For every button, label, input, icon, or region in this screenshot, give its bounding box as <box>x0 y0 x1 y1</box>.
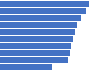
Bar <box>0 57 68 63</box>
Bar <box>0 8 86 14</box>
Bar <box>0 29 75 35</box>
Bar <box>0 36 73 42</box>
Bar <box>0 1 89 7</box>
Bar <box>0 15 81 21</box>
Bar <box>0 22 77 28</box>
Bar <box>0 64 52 70</box>
Bar <box>0 50 70 56</box>
Bar <box>0 43 71 49</box>
